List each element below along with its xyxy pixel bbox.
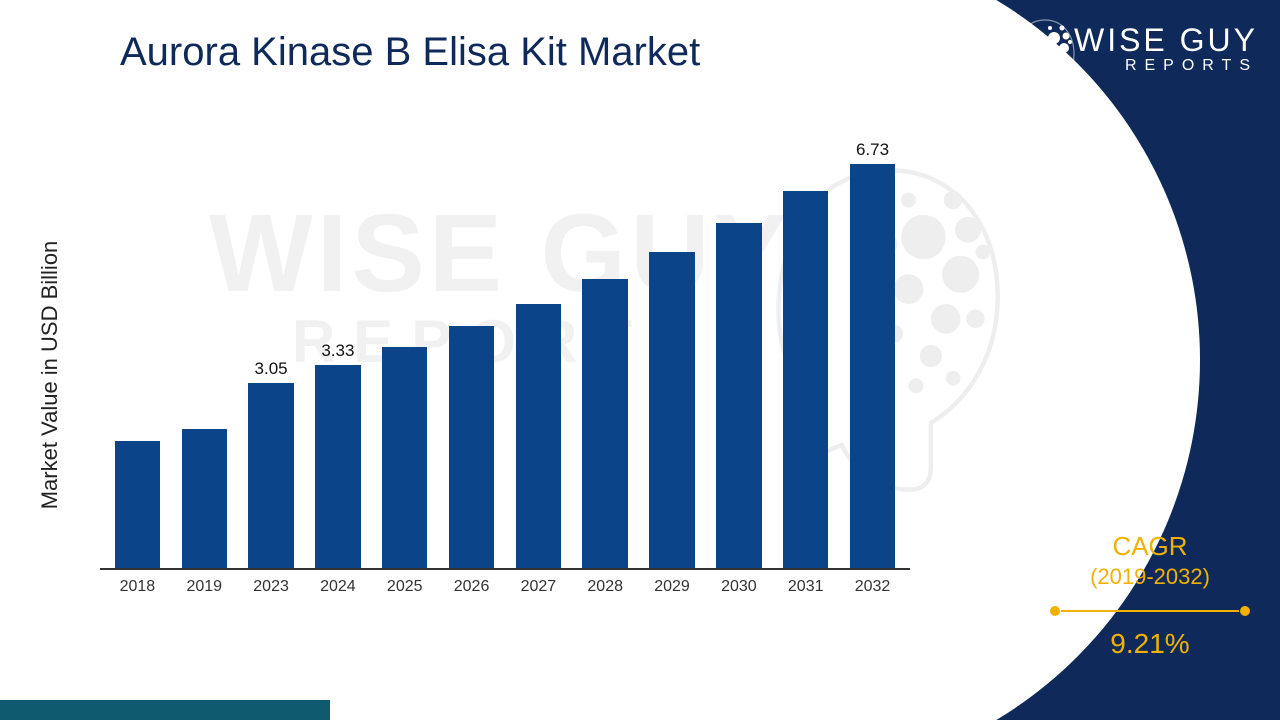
bar-2019: 2.30 [171,140,238,570]
bar-rect [516,304,561,570]
cagr-value: 9.21% [1050,628,1250,660]
cagr-title: CAGR [1050,531,1250,562]
bottom-strip [0,700,330,720]
bar-value-label: 6.73 [856,140,889,160]
bar-rect [716,223,761,570]
divider-line [1061,610,1239,612]
brand-line2: REPORTS [1074,57,1258,75]
chart-area: Market Value in USD Billion 2.102.303.05… [60,140,910,610]
bar-2024: 3.33 [304,140,371,570]
bar-rect [850,164,895,570]
x-tick-label: 2032 [839,570,906,610]
bar-rect [382,347,427,570]
brand-head-icon [1010,18,1080,108]
x-tick-label: 2027 [505,570,572,610]
divider-dot-left [1050,606,1060,616]
x-tick-label: 2024 [304,570,371,610]
bar-2027: 4.33 [505,140,572,570]
x-axis-labels: 2018201920232024202520262027202820292030… [100,570,910,610]
bar-rect [783,191,828,570]
plot: 2.102.30 3.05 3.33 3.633.974.334.735.175.65… [100,140,910,570]
bar-rect [649,252,694,570]
bar-2030: 5.65 [705,140,772,570]
x-tick-label: 2019 [171,570,238,610]
bar-rect [115,441,160,570]
x-tick-label: 2030 [705,570,772,610]
x-tick-label: 2029 [639,570,706,610]
brand-line1: WISE GUY [1074,22,1258,59]
cagr-block: CAGR (2019-2032) 9.21% [1050,531,1250,660]
bar-rect [582,279,627,570]
x-tick-label: 2018 [104,570,171,610]
bar-value-label: 3.05 [255,359,288,379]
bar-2029: 5.17 [639,140,706,570]
y-axis-label: Market Value in USD Billion [37,241,63,510]
bars-container: 2.102.30 3.05 3.33 3.633.974.334.735.175.65… [100,140,910,570]
bar-value-label: 3.33 [321,341,354,361]
bar-2025: 3.63 [371,140,438,570]
cagr-divider [1050,606,1250,616]
x-tick-label: 2031 [772,570,839,610]
bar-rect [248,383,293,570]
x-tick-label: 2028 [572,570,639,610]
bar-2031: 6.17 [772,140,839,570]
bar-2018: 2.10 [104,140,171,570]
divider-dot-right [1240,606,1250,616]
brand-logo: WISE GUY REPORTS [1074,22,1258,75]
x-tick-label: 2025 [371,570,438,610]
bar-rect [315,365,360,570]
chart-title: Aurora Kinase B Elisa Kit Market [120,30,700,75]
x-tick-label: 2026 [438,570,505,610]
bar-2023: 3.05 [238,140,305,570]
bar-rect [182,429,227,570]
bar-rect [449,326,494,570]
bar-2032: 6.73 [839,140,906,570]
cagr-years: (2019-2032) [1050,564,1250,590]
x-tick-label: 2023 [238,570,305,610]
bar-2026: 3.97 [438,140,505,570]
stage: WISE GUY REPORTS CAGR (2019-2032) 9.21% … [0,0,1280,720]
bar-2028: 4.73 [572,140,639,570]
